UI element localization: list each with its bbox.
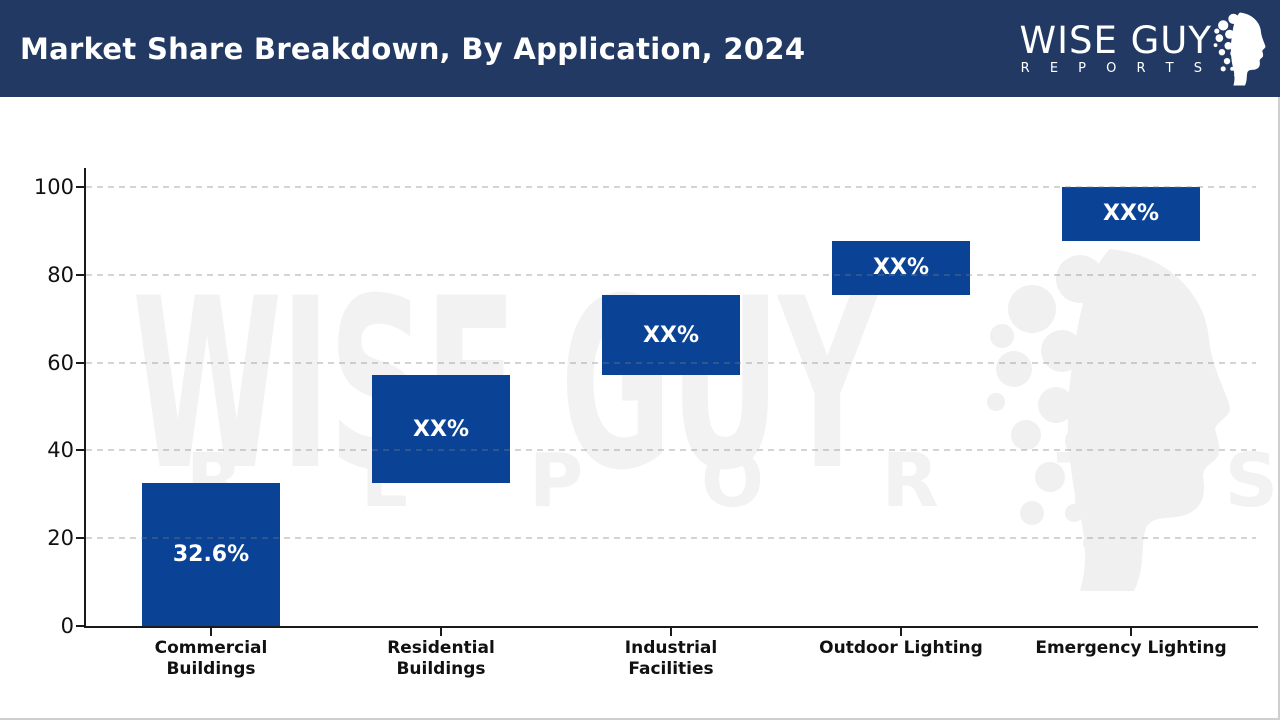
category-label: Residential Buildings	[326, 638, 556, 680]
y-tick-label: 20	[47, 526, 74, 551]
logo-text: WISE GUY R E P O R T S	[1019, 18, 1212, 77]
bar-value-label: XX%	[873, 255, 929, 281]
x-tick-mark	[900, 628, 902, 636]
y-tick-label: 60	[47, 350, 74, 375]
y-tick-label: 80	[47, 262, 74, 287]
bar-segment: XX%	[1062, 187, 1200, 241]
y-tick-mark	[76, 625, 85, 627]
bar-segment: XX%	[832, 240, 970, 295]
bar-value-label: 32.6%	[172, 541, 250, 567]
category-label-line: Buildings	[396, 659, 486, 679]
y-tick-mark	[76, 537, 85, 540]
y-tick-mark	[76, 361, 85, 364]
x-tick-mark	[670, 628, 672, 636]
head-profile-icon	[1213, 12, 1266, 86]
category-label-line: Buildings	[166, 659, 256, 679]
bar-segment: XX%	[602, 294, 740, 376]
y-tick-label: 0	[60, 614, 74, 638]
y-tick-mark	[76, 273, 85, 276]
category-label: Outdoor Lighting	[786, 638, 1016, 659]
gridline	[86, 449, 1256, 452]
category-label-line: Commercial	[154, 638, 268, 658]
category-label-line: Emergency Lighting	[1035, 638, 1227, 658]
y-tick-mark	[76, 449, 85, 452]
bar-segment: 32.6%	[142, 482, 280, 626]
category-label: Industrial Facilities	[556, 638, 786, 680]
watermark-head-profile-icon	[987, 249, 1230, 591]
bar-value-label: XX%	[413, 416, 469, 442]
category-label-line: Residential	[387, 638, 495, 658]
x-tick-mark	[1130, 628, 1132, 636]
bar-segment: XX%	[372, 375, 510, 483]
category-label: Commercial Buildings	[96, 638, 326, 680]
category-label-line: Facilities	[628, 659, 714, 679]
logo-subtitle: R E P O R T S	[1020, 61, 1210, 77]
gridline	[86, 273, 1256, 276]
bar-value-label: XX%	[1103, 201, 1159, 227]
category-label-line: Outdoor Lighting	[819, 638, 983, 658]
logo-wordmark: WISE GUY	[1019, 18, 1212, 62]
y-tick-label: 40	[47, 438, 74, 463]
bar-value-label: XX%	[643, 322, 699, 348]
chart-header: Market Share Breakdown, By Application, …	[0, 0, 1280, 97]
y-tick-mark	[76, 186, 85, 188]
category-label: Emergency Lighting	[1016, 638, 1246, 659]
y-tick-label: 100	[33, 175, 74, 199]
watermark-subtitle: R E P O R T S	[186, 438, 1280, 524]
wise-guy-logo: WISE GUY R E P O R T S	[1020, 4, 1268, 94]
y-axis-line	[84, 168, 86, 628]
x-tick-mark	[440, 628, 442, 636]
category-label-line: Industrial	[624, 638, 718, 658]
chart-title: Market Share Breakdown, By Application, …	[20, 31, 806, 66]
x-tick-mark	[210, 628, 212, 636]
x-axis-line	[84, 626, 1258, 628]
